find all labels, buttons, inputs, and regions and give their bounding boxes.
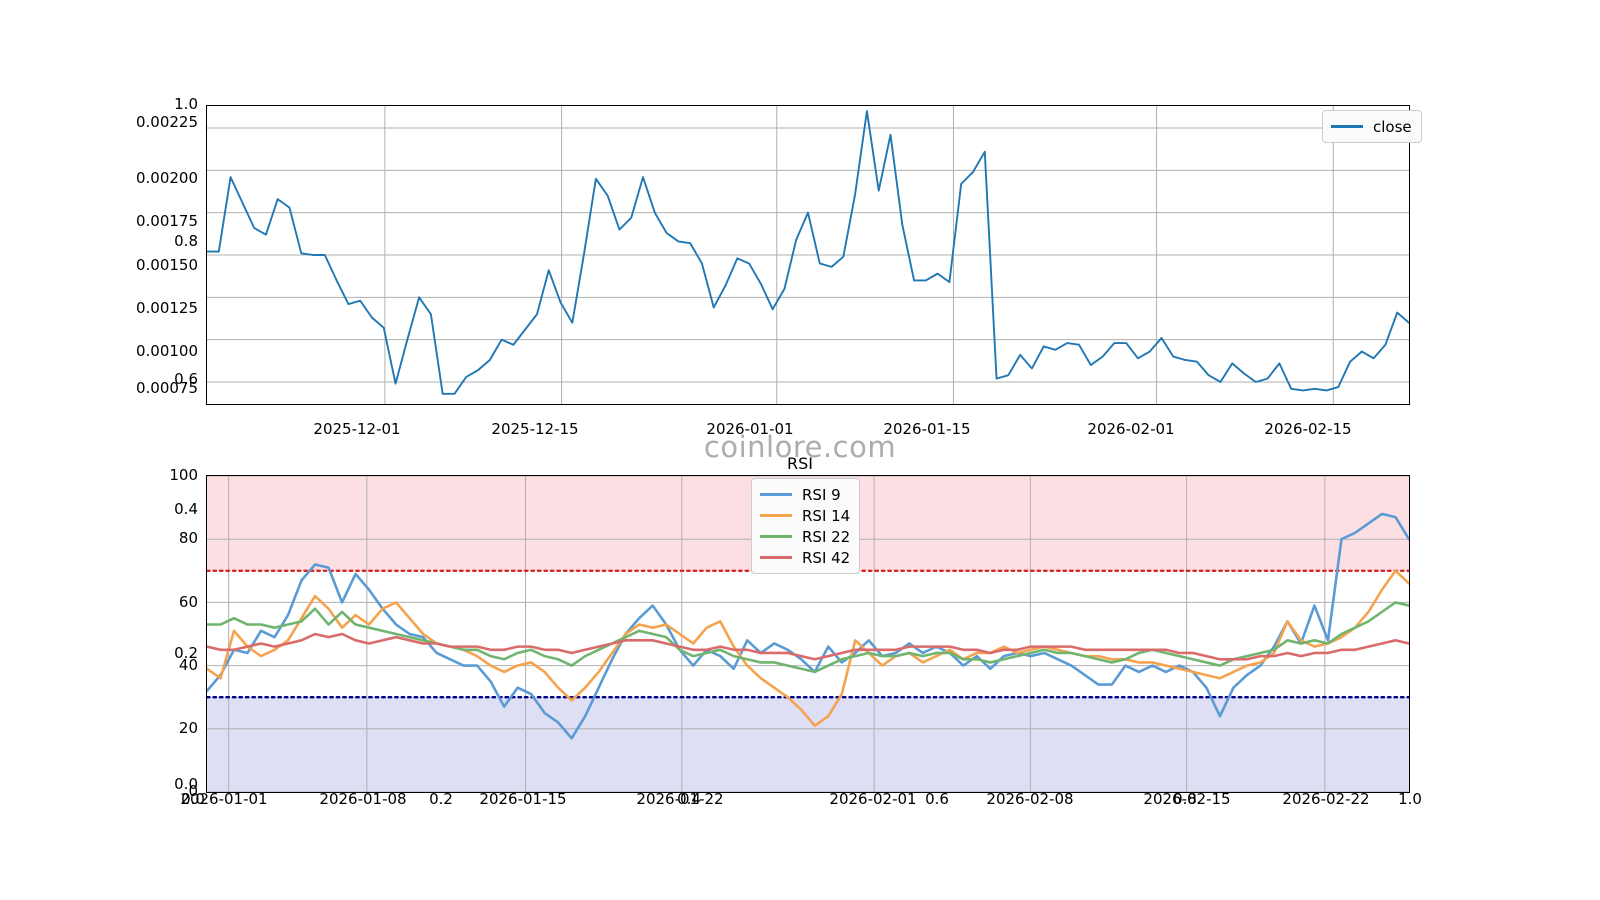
rsi-ytick-0: 100 xyxy=(169,466,198,484)
legend-label-close: close xyxy=(1373,117,1412,136)
rsi-ytick-5: 0 xyxy=(188,782,198,800)
rsi-ytick-secondary-2: 0.0 xyxy=(174,775,198,793)
rsi-xtick-0: 2026-01-01 xyxy=(180,790,268,808)
legend-item-rsi14[interactable]: RSI 14 xyxy=(760,505,850,526)
rsi-xtick-7: 2026-02-22 xyxy=(1282,790,1370,808)
price-xtick-2: 2026-01-01 xyxy=(706,420,794,438)
price-legend[interactable]: close xyxy=(1322,110,1422,143)
rsi-xtick-1: 2026-01-08 xyxy=(319,790,407,808)
price-xtick-3: 2026-01-15 xyxy=(883,420,971,438)
rsi-xtick-3: 2026-01-22 xyxy=(636,790,724,808)
price-ytick-3: 0.00150 xyxy=(135,256,198,274)
legend-swatch-rsi14-icon xyxy=(760,514,792,517)
price-ytick-1: 0.00200 xyxy=(135,169,198,187)
rsi-xtick-4: 2026-02-01 xyxy=(829,790,917,808)
price-chart-panel xyxy=(206,105,1410,405)
price-ytick-0: 0.00225 xyxy=(135,113,198,131)
rsi-ytick-1: 80 xyxy=(178,529,198,547)
rsi-xtick-secondary-3: 0.6 xyxy=(925,790,949,808)
price-ytick-secondary-0: 1.0 xyxy=(174,95,198,113)
price-xtick-1: 2025-12-15 xyxy=(491,420,579,438)
legend-label-rsi22: RSI 22 xyxy=(802,527,851,546)
legend-label-rsi9: RSI 9 xyxy=(802,485,841,504)
price-ytick-6: 0.00075 xyxy=(135,379,198,397)
price-xtick-5: 2026-02-15 xyxy=(1264,420,1352,438)
rsi-xtick-secondary-4: 0.8 xyxy=(1173,790,1197,808)
price-xtick-0: 2025-12-01 xyxy=(313,420,401,438)
rsi-xtick-5: 2026-02-08 xyxy=(986,790,1074,808)
rsi-xtick-secondary-1: 0.2 xyxy=(429,790,453,808)
legend-swatch-close-icon xyxy=(1331,125,1363,128)
price-ytick-secondary-2: 0.6 xyxy=(174,370,198,388)
price-ytick-secondary-1: 0.8 xyxy=(174,232,198,250)
rsi-xtick-secondary-2: 0.4 xyxy=(677,790,701,808)
legend-label-rsi14: RSI 14 xyxy=(802,506,851,525)
legend-item-rsi42[interactable]: RSI 42 xyxy=(760,547,850,568)
rsi-xtick-2: 2026-01-15 xyxy=(479,790,567,808)
rsi-xtick-secondary-0: 0.0 xyxy=(181,790,205,808)
legend-label-rsi42: RSI 42 xyxy=(802,548,851,567)
rsi-xtick-secondary-5: 1.0 xyxy=(1398,790,1422,808)
legend-item-close[interactable]: close xyxy=(1331,116,1412,137)
rsi-title: RSI xyxy=(787,454,813,473)
price-plot-area xyxy=(207,106,1409,404)
legend-swatch-rsi9-icon xyxy=(760,493,792,496)
price-ytick-5: 0.00100 xyxy=(135,342,198,360)
legend-item-rsi22[interactable]: RSI 22 xyxy=(760,526,850,547)
price-ytick-4: 0.00125 xyxy=(135,299,198,317)
price-ytick-2: 0.00175 xyxy=(135,212,198,230)
legend-item-rsi9[interactable]: RSI 9 xyxy=(760,484,850,505)
rsi-ytick-secondary-0: 0.4 xyxy=(174,500,198,518)
rsi-ytick-secondary-1: 0.2 xyxy=(174,644,198,662)
rsi-ytick-3: 40 xyxy=(178,656,198,674)
rsi-xtick-6: 2026-02-15 xyxy=(1143,790,1231,808)
watermark: coinlore.com xyxy=(703,430,897,464)
legend-swatch-rsi42-icon xyxy=(760,556,792,559)
price-xtick-4: 2026-02-01 xyxy=(1087,420,1175,438)
rsi-ytick-4: 20 xyxy=(178,719,198,737)
legend-swatch-rsi22-icon xyxy=(760,535,792,538)
rsi-legend[interactable]: RSI 9 RSI 14 RSI 22 RSI 42 xyxy=(751,478,861,574)
rsi-ytick-2: 60 xyxy=(178,593,198,611)
